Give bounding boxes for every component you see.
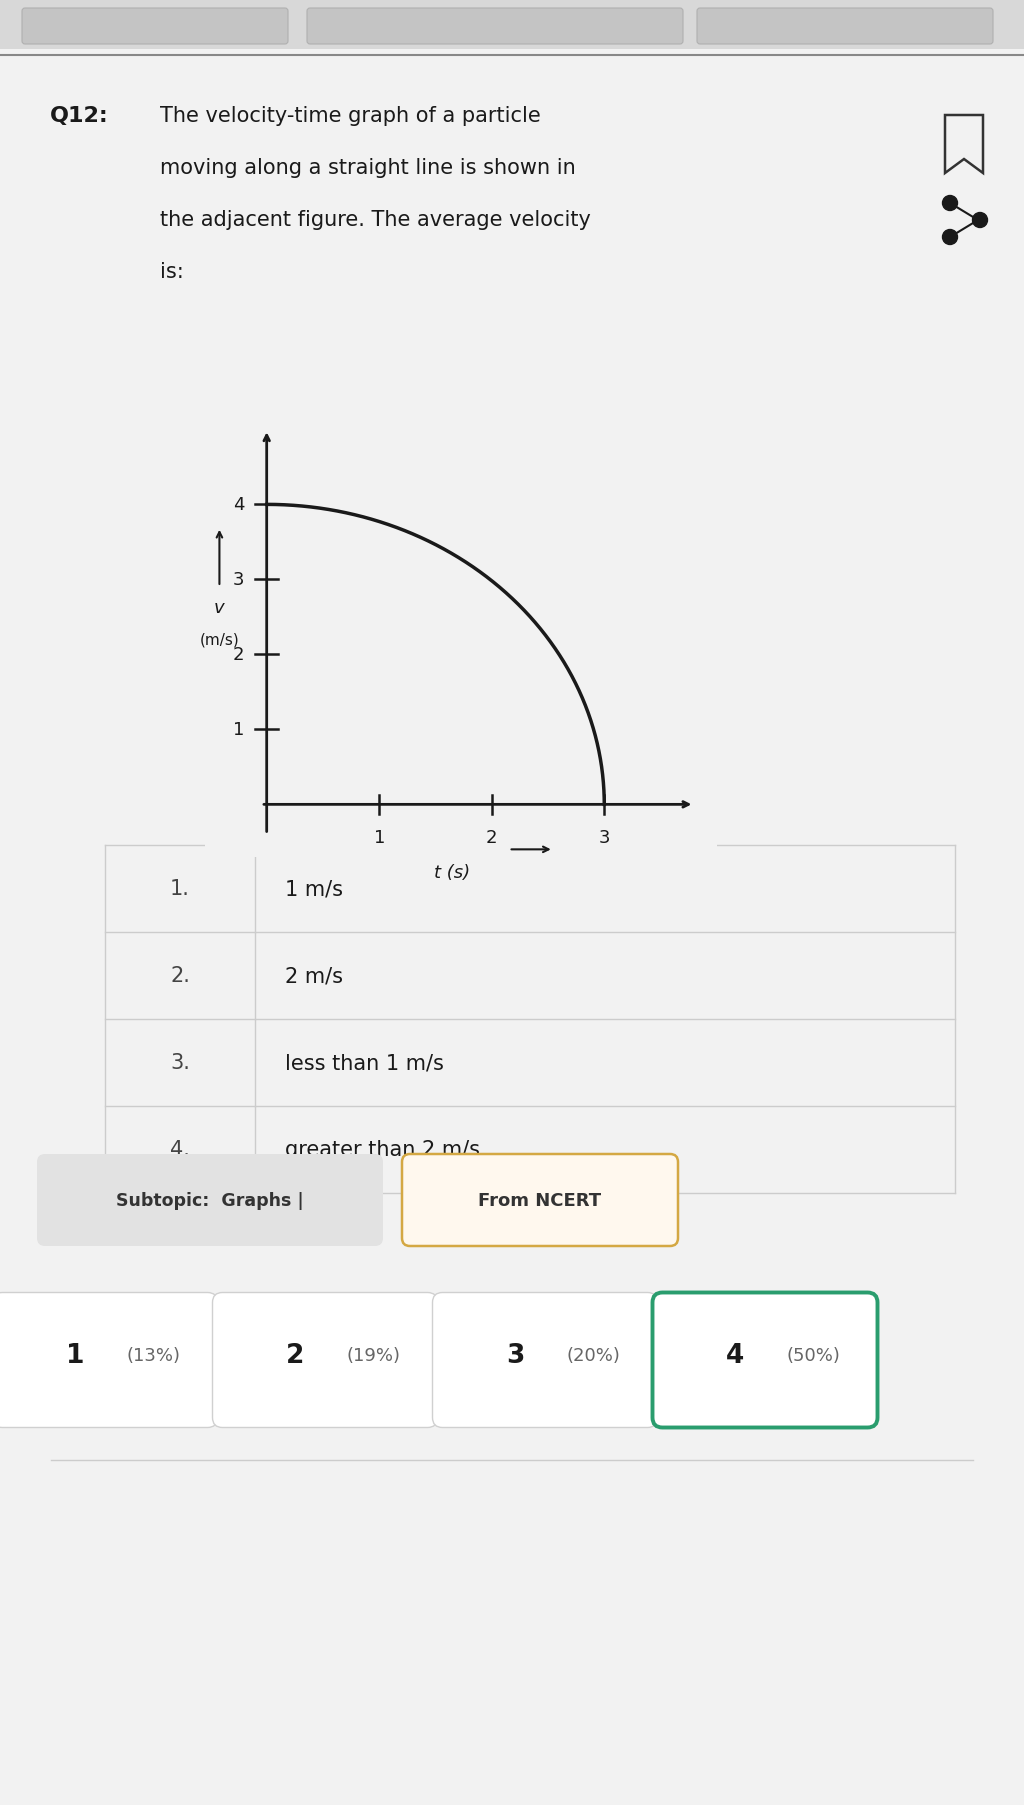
FancyBboxPatch shape bbox=[652, 1292, 878, 1428]
Text: 2.: 2. bbox=[170, 966, 189, 986]
Text: (19%): (19%) bbox=[346, 1347, 400, 1365]
Text: 3: 3 bbox=[598, 828, 610, 847]
Text: 1 m/s: 1 m/s bbox=[285, 879, 343, 899]
FancyBboxPatch shape bbox=[37, 1155, 383, 1245]
Text: 4: 4 bbox=[726, 1343, 744, 1368]
Circle shape bbox=[973, 213, 987, 229]
FancyBboxPatch shape bbox=[0, 1292, 217, 1428]
Text: 1.: 1. bbox=[170, 879, 189, 899]
Text: moving along a straight line is shown in: moving along a straight line is shown in bbox=[160, 157, 575, 179]
Text: v: v bbox=[214, 599, 224, 617]
FancyBboxPatch shape bbox=[432, 1292, 657, 1428]
Text: 3: 3 bbox=[506, 1343, 524, 1368]
FancyBboxPatch shape bbox=[697, 9, 993, 45]
FancyBboxPatch shape bbox=[213, 1292, 437, 1428]
Text: 3: 3 bbox=[232, 570, 244, 588]
Text: t (s): t (s) bbox=[434, 863, 470, 881]
Text: The velocity-time graph of a particle: The velocity-time graph of a particle bbox=[160, 106, 541, 126]
Text: 2: 2 bbox=[232, 646, 244, 664]
FancyBboxPatch shape bbox=[22, 9, 288, 45]
Text: (m/s): (m/s) bbox=[200, 632, 240, 648]
Text: 3.: 3. bbox=[170, 1052, 189, 1072]
Text: (13%): (13%) bbox=[126, 1347, 180, 1365]
Text: (50%): (50%) bbox=[786, 1347, 840, 1365]
Text: 1: 1 bbox=[374, 828, 385, 847]
FancyBboxPatch shape bbox=[307, 9, 683, 45]
Text: the adjacent figure. The average velocity: the adjacent figure. The average velocit… bbox=[160, 209, 591, 229]
FancyBboxPatch shape bbox=[0, 0, 1024, 51]
Circle shape bbox=[942, 197, 957, 211]
Text: is:: is: bbox=[160, 262, 183, 282]
Text: (20%): (20%) bbox=[566, 1347, 620, 1365]
Text: 4.: 4. bbox=[170, 1141, 189, 1161]
Text: 2: 2 bbox=[286, 1343, 304, 1368]
Text: From NCERT: From NCERT bbox=[478, 1191, 601, 1209]
Circle shape bbox=[942, 231, 957, 245]
Text: 1: 1 bbox=[66, 1343, 84, 1368]
Text: 4: 4 bbox=[232, 496, 244, 514]
Text: 1: 1 bbox=[232, 720, 244, 738]
Text: greater than 2 m/s: greater than 2 m/s bbox=[285, 1141, 480, 1161]
FancyBboxPatch shape bbox=[402, 1155, 678, 1245]
Text: less than 1 m/s: less than 1 m/s bbox=[285, 1052, 443, 1072]
Text: 2 m/s: 2 m/s bbox=[285, 966, 343, 986]
Text: 2: 2 bbox=[486, 828, 498, 847]
Text: Subtopic:  Graphs |: Subtopic: Graphs | bbox=[116, 1191, 304, 1209]
Text: Q12:: Q12: bbox=[50, 106, 109, 126]
